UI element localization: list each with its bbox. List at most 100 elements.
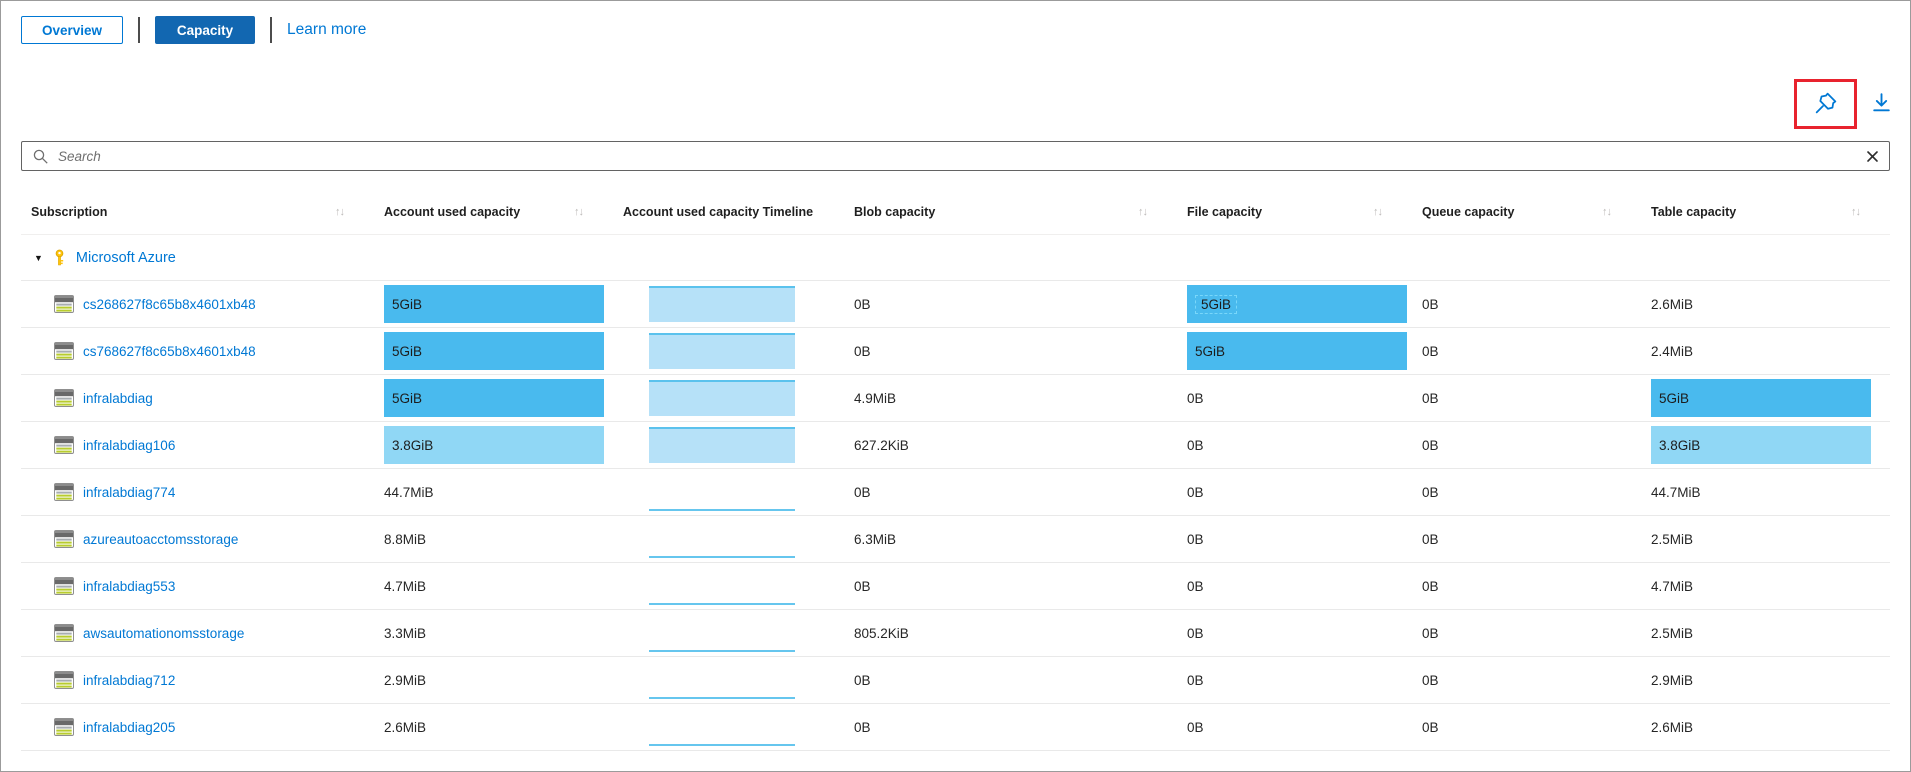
capacity-value: 2.9MiB — [1651, 672, 1694, 688]
timeline-cell — [613, 708, 844, 746]
sort-icon[interactable]: ↑↓ — [335, 205, 345, 218]
storage-account-icon — [54, 389, 74, 407]
table-row: cs268627f8c65b8x4601xb48 5GiB 0B 5GiB 0B 2.6M… — [21, 281, 1890, 328]
pin-button[interactable] — [1812, 89, 1839, 119]
storage-account-link[interactable]: cs768627f8c65b8x4601xb48 — [83, 343, 256, 359]
table-row: infralabdiag712 2.9MiB 0B 0B 0B 2.9MiB — [21, 657, 1890, 704]
storage-account-link[interactable]: cs268627f8c65b8x4601xb48 — [83, 296, 256, 312]
capacity-bar: 5GiB — [384, 332, 604, 370]
capacity-bar: 5GiB — [1187, 285, 1407, 323]
table-body: cs268627f8c65b8x4601xb48 5GiB 0B 5GiB 0B 2.6M… — [21, 281, 1890, 751]
column-header-table-capacity[interactable]: Table capacity ↑↓ — [1641, 205, 1890, 219]
capacity-bar: 5GiB — [384, 379, 604, 417]
capacity-value: 0B — [1422, 531, 1439, 547]
table-row: infralabdiag774 44.7MiB 0B 0B 0B 44.7MiB — [21, 469, 1890, 516]
storage-account-icon — [54, 436, 74, 454]
timeline-cell — [613, 380, 844, 416]
storage-account-link[interactable]: infralabdiag205 — [83, 719, 176, 735]
search-icon — [32, 148, 49, 165]
capacity-value: 627.2KiB — [854, 437, 909, 453]
table-header-row: Subscription ↑↓ Account used capacity ↑↓ Acc… — [21, 189, 1890, 235]
sort-icon[interactable]: ↑↓ — [1602, 205, 1612, 218]
capacity-value: 8.8MiB — [384, 531, 427, 547]
sort-icon[interactable]: ↑↓ — [574, 205, 584, 218]
subscription-cell: infralabdiag — [21, 389, 374, 407]
download-icon — [1869, 90, 1894, 118]
capacity-value: 4.7MiB — [1651, 578, 1694, 594]
timeline-cell — [613, 427, 844, 463]
capacity-timeline-sparkline — [649, 333, 795, 369]
capacity-value: 2.5MiB — [1651, 625, 1694, 641]
storage-account-icon — [54, 530, 74, 548]
capacity-timeline-sparkline — [649, 427, 795, 463]
storage-account-icon — [54, 671, 74, 689]
subscription-cell: infralabdiag106 — [21, 436, 374, 454]
storage-account-link[interactable]: awsautomationomsstorage — [83, 625, 245, 641]
storage-account-link[interactable]: infralabdiag712 — [83, 672, 176, 688]
learn-more-link[interactable]: Learn more — [287, 21, 367, 38]
column-header-file-capacity[interactable]: File capacity ↑↓ — [1177, 205, 1412, 219]
storage-account-link[interactable]: infralabdiag106 — [83, 437, 176, 453]
subscription-group-label[interactable]: Microsoft Azure — [75, 249, 176, 266]
capacity-bar-value: 5GiB — [392, 390, 423, 406]
capacity-value: 0B — [1187, 484, 1204, 500]
timeline-cell — [613, 567, 844, 605]
column-header-subscription[interactable]: Subscription ↑↓ — [21, 205, 374, 219]
toolbar-actions — [1794, 79, 1894, 129]
column-header-queue-capacity[interactable]: Queue capacity ↑↓ — [1412, 205, 1641, 219]
capacity-timeline-sparkline — [649, 661, 795, 699]
capacity-value: 0B — [854, 672, 871, 688]
capacity-value: 2.5MiB — [1651, 531, 1694, 547]
sort-icon[interactable]: ↑↓ — [1851, 205, 1861, 218]
subscription-cell: cs768627f8c65b8x4601xb48 — [21, 342, 374, 360]
sort-icon[interactable]: ↑↓ — [1373, 205, 1383, 218]
capacity-bar-value: 5GiB — [1659, 390, 1690, 406]
capacity-value: 0B — [1422, 437, 1439, 453]
capacity-value: 4.9MiB — [854, 390, 897, 406]
capacity-value: 0B — [1187, 672, 1204, 688]
column-header-label: Blob capacity — [854, 204, 936, 219]
timeline-cell — [613, 286, 844, 322]
download-button[interactable] — [1869, 90, 1894, 118]
storage-account-icon — [54, 295, 74, 313]
timeline-cell — [613, 520, 844, 558]
column-header-label: Account used capacity Timeline — [623, 204, 814, 219]
capacity-value: 0B — [854, 343, 871, 359]
capacity-value: 0B — [854, 484, 871, 500]
tab-separator — [138, 17, 141, 43]
storage-account-link[interactable]: infralabdiag — [83, 390, 153, 406]
search-input[interactable] — [58, 148, 1857, 164]
capacity-value: 4.7MiB — [384, 578, 427, 594]
table-row: infralabdiag 5GiB 4.9MiB 0B 0B 5GiB — [21, 375, 1890, 422]
sort-icon[interactable]: ↑↓ — [1138, 205, 1148, 218]
capacity-value: 2.4MiB — [1651, 343, 1694, 359]
capacity-value: 0B — [854, 578, 871, 594]
capacity-value: 0B — [1187, 719, 1204, 735]
capacity-value: 2.6MiB — [384, 719, 427, 735]
capacity-timeline-sparkline — [649, 473, 795, 511]
capacity-bar-value: 5GiB — [1195, 343, 1226, 359]
collapse-caret-icon[interactable]: ▼ — [34, 252, 43, 263]
table-row: infralabdiag106 3.8GiB 627.2KiB 0B 0B 3.8GiB — [21, 422, 1890, 469]
column-header-label: Account used capacity — [384, 204, 521, 219]
capacity-value: 44.7MiB — [384, 484, 434, 500]
column-header-blob-capacity[interactable]: Blob capacity ↑↓ — [844, 205, 1177, 219]
storage-account-icon — [54, 342, 74, 360]
timeline-cell — [613, 473, 844, 511]
storage-account-link[interactable]: infralabdiag553 — [83, 578, 176, 594]
tab-overview[interactable]: Overview — [21, 16, 124, 44]
capacity-bar: 5GiB — [384, 285, 604, 323]
subscription-cell: infralabdiag205 — [21, 718, 374, 736]
table-row: azureautoacctomsstorage 8.8MiB 6.3MiB 0B 0B 2… — [21, 516, 1890, 563]
capacity-bar-value: 5GiB — [392, 343, 423, 359]
subscription-group-row: ▼ Microsoft Azure — [21, 235, 1890, 281]
storage-account-link[interactable]: azureautoacctomsstorage — [83, 531, 239, 547]
tab-capacity[interactable]: Capacity — [155, 16, 256, 44]
column-header-account-used-capacity[interactable]: Account used capacity ↑↓ — [374, 205, 613, 219]
storage-account-link[interactable]: infralabdiag774 — [83, 484, 176, 500]
tab-separator — [270, 17, 273, 43]
capacity-value: 805.2KiB — [854, 625, 909, 641]
capacity-table: Subscription ↑↓ Account used capacity ↑↓ Acc… — [21, 189, 1890, 751]
timeline-cell — [613, 661, 844, 699]
clear-search-icon[interactable] — [1866, 150, 1879, 163]
